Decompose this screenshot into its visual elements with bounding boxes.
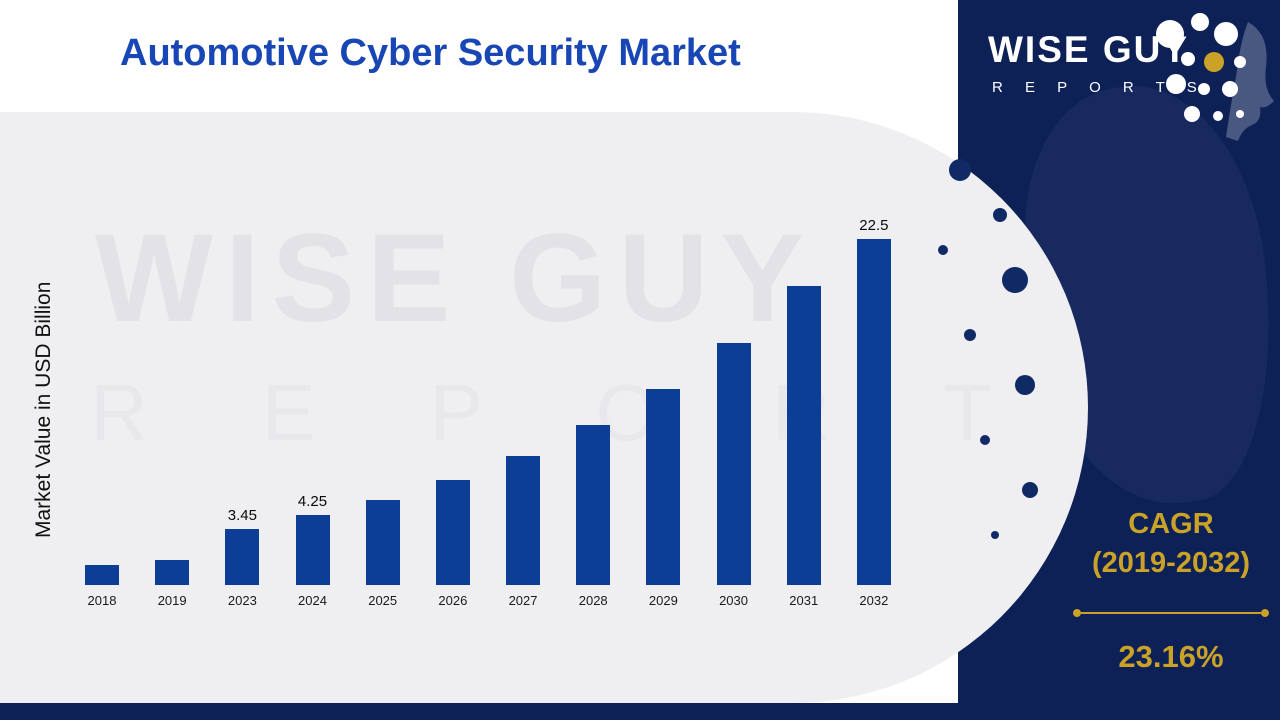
- bar-group-2027: 2027: [506, 217, 541, 608]
- bar-2030: [716, 343, 751, 585]
- x-tick-label-2025: 2025: [368, 593, 398, 608]
- watermark-wiseguy: WISE GUY: [95, 209, 817, 348]
- x-tick-label-2026: 2026: [438, 593, 468, 608]
- bar-2025: [365, 500, 400, 585]
- divider-right-dot: [1261, 609, 1269, 618]
- bar-2026: [435, 480, 470, 585]
- bottom-bar: [0, 703, 1280, 720]
- bar-group-2032: 22.5 2032: [856, 217, 891, 608]
- page-title: Automotive Cyber Security Market: [120, 32, 741, 74]
- x-tick-label-2029: 2029: [648, 593, 678, 608]
- bar-value-label-2023: 3.45: [227, 507, 257, 524]
- bar-2018: [85, 565, 119, 585]
- x-tick-label-2027: 2027: [508, 593, 538, 608]
- bar-group-2029: 2029: [646, 217, 681, 608]
- divider-line: [1081, 612, 1261, 615]
- bar-2028: [576, 425, 611, 585]
- bar-2019: [155, 560, 190, 585]
- bar-group-2024: 4.25 2024: [295, 217, 330, 608]
- chart-background: WISE GUY R E P O R T S: [0, 112, 1088, 703]
- x-tick-label-2030: 2030: [719, 593, 748, 608]
- cagr-block: CAGR (2019-2032) 23.16%: [1068, 505, 1274, 675]
- x-tick-label-2023: 2023: [227, 593, 257, 608]
- bar-2024: [295, 515, 330, 585]
- bar-group-2026: 2026: [435, 217, 470, 608]
- bar-2027: [506, 456, 541, 585]
- cagr-value: 23.16%: [1118, 639, 1224, 675]
- bar-2029: [646, 389, 681, 585]
- bar-2032: [856, 239, 891, 585]
- bar-group-2030: 2030: [716, 217, 751, 608]
- bar-group-2025: 2025: [365, 217, 400, 608]
- bar-group-2018: 2018: [85, 217, 119, 608]
- bar-value-label-2032: 22.5: [859, 217, 889, 234]
- logo-head-dots-icon: [1156, 13, 1274, 141]
- cagr-divider: [1073, 609, 1269, 618]
- x-tick-label-2019: 2019: [157, 593, 187, 608]
- bar-group-2023: 3.45 2023: [225, 217, 260, 608]
- bar-group-2019: 2019: [155, 217, 190, 608]
- logo: WISE GUY R E P O R T S: [988, 29, 1206, 96]
- bar-chart: 2018 2019 3.45 2023 4.25 2024 2025 2026 2027 2028…: [85, 217, 891, 608]
- logo-wiseguy-text: WISE GUY: [988, 29, 1190, 70]
- x-tick-label-2024: 2024: [298, 593, 327, 608]
- x-tick-label-2028: 2028: [578, 593, 608, 608]
- y-axis-label: Market Value in USD Billion: [32, 281, 55, 539]
- bar-group-2028: 2028: [576, 217, 611, 608]
- bar-group-2031: 2031: [786, 217, 821, 608]
- cagr-range: (2019-2032): [1092, 547, 1250, 580]
- bar-value-label-2024: 4.25: [297, 493, 328, 510]
- bar-2023: [225, 529, 260, 585]
- logo-reports-text: R E P O R T S: [992, 78, 1206, 96]
- x-tick-label-2031: 2031: [789, 593, 819, 608]
- decor-dots: [938, 159, 1038, 539]
- cagr-label: CAGR: [1128, 508, 1214, 540]
- x-tick-label-2032: 2032: [859, 593, 889, 608]
- divider-left-dot: [1073, 609, 1081, 618]
- x-tick-label-2018: 2018: [87, 593, 117, 608]
- bar-2031: [786, 286, 821, 585]
